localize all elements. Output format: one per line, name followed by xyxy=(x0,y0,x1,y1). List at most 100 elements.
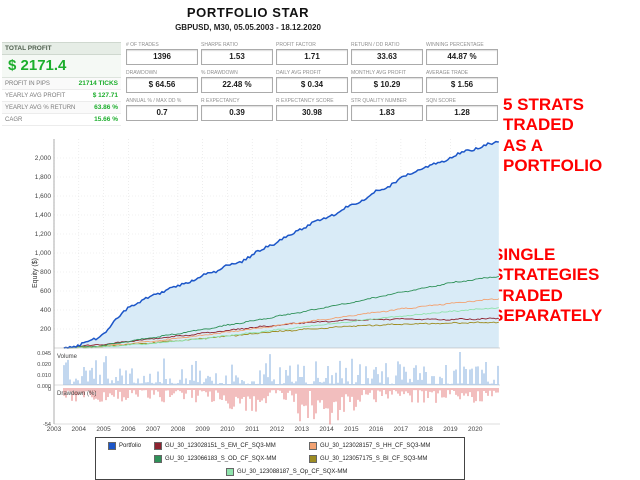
legend-label: GU_30_123066183_S_OD_CF_SQX-MM xyxy=(165,456,277,462)
legend-item-portfolio[interactable]: Portfolio xyxy=(108,442,141,450)
page-title: PORTFOLIO STAR xyxy=(186,5,310,20)
legend-swatch xyxy=(154,442,162,450)
svg-text:2015: 2015 xyxy=(344,426,359,433)
svg-text:0.000: 0.000 xyxy=(37,384,51,390)
legend-item-hh-strategy[interactable]: GU_30_123028157_S_HH_CF_SQ3-MM xyxy=(309,442,430,450)
metric-value: 1396 xyxy=(126,49,198,65)
legend-swatch xyxy=(226,468,234,476)
svg-text:Drawdown (%): Drawdown (%) xyxy=(57,391,96,397)
metric-cell: STR QUALITY NUMBER 1.83 xyxy=(351,98,423,121)
svg-text:1,000: 1,000 xyxy=(35,250,52,257)
svg-text:2018: 2018 xyxy=(418,426,433,433)
svg-text:2020: 2020 xyxy=(468,426,483,433)
metric-label: AVERAGE TRADE xyxy=(426,70,469,76)
svg-text:2016: 2016 xyxy=(369,426,384,433)
svg-text:1,600: 1,600 xyxy=(35,193,52,200)
metric-cell: ANNUAL % / MAX DD % 0.7 xyxy=(126,98,198,121)
metrics-grid: # OF TRADES 1396 SHARPE RATIO 1.53 PROFIT … xyxy=(126,42,498,121)
svg-text:2005: 2005 xyxy=(96,426,111,433)
stat-row: YEARLY AVG PROFIT $ 127.71 xyxy=(2,90,121,102)
metric-cell: % DRAWDOWN 22.48 % xyxy=(201,70,273,93)
metric-label: SQN SCORE xyxy=(426,98,457,104)
svg-text:-54: -54 xyxy=(43,422,51,428)
svg-text:Volume: Volume xyxy=(57,354,78,360)
metric-label: RETURN / DD RATIO xyxy=(351,42,400,48)
svg-text:1,400: 1,400 xyxy=(35,212,52,219)
svg-text:200: 200 xyxy=(40,326,51,333)
svg-text:2014: 2014 xyxy=(319,426,334,433)
metric-value: 1.53 xyxy=(201,49,273,65)
metric-cell: PROFIT FACTOR 1.71 xyxy=(276,42,348,65)
svg-text:Equity ($): Equity ($) xyxy=(32,258,39,288)
legend-item-bi-strategy[interactable]: GU_30_123057175_S_BI_CF_SQ3-MM xyxy=(309,455,427,463)
stat-value: 21714 TICKS xyxy=(78,80,118,87)
svg-text:1,200: 1,200 xyxy=(35,231,52,238)
svg-text:2013: 2013 xyxy=(295,426,310,433)
metric-cell: AVERAGE TRADE $ 1.56 xyxy=(426,70,498,93)
metric-label: MONTHLY AVG PROFIT xyxy=(351,70,407,76)
metric-label: # OF TRADES xyxy=(126,42,159,48)
stat-row: YEARLY AVG % RETURN 63.86 % xyxy=(2,102,121,114)
total-profit-value: $ 2171.4 xyxy=(2,55,121,78)
svg-text:2011: 2011 xyxy=(245,426,259,433)
svg-text:1,800: 1,800 xyxy=(35,174,52,181)
svg-text:2008: 2008 xyxy=(171,426,186,433)
metric-value: $ 64.56 xyxy=(126,77,198,93)
stat-value: $ 127.71 xyxy=(92,92,118,99)
metric-label: % DRAWDOWN xyxy=(201,70,238,76)
annotation-portfolio: 5 STRATS TRADED AS A PORTFOLIO xyxy=(503,95,603,176)
metric-label: SHARPE RATIO xyxy=(201,42,238,48)
stat-label: YEARLY AVG PROFIT xyxy=(5,92,66,99)
metric-label: STR QUALITY NUMBER xyxy=(351,98,407,104)
svg-text:2007: 2007 xyxy=(146,426,161,433)
legend-item-od-strategy[interactable]: GU_30_123066183_S_OD_CF_SQX-MM xyxy=(154,455,276,463)
metric-value: 22.48 % xyxy=(201,77,273,93)
svg-text:2006: 2006 xyxy=(121,426,136,433)
metric-value: $ 10.29 xyxy=(351,77,423,93)
metric-value: 0.7 xyxy=(126,105,198,121)
svg-text:0: 0 xyxy=(48,387,51,393)
chart-legend: Portfolio GU_30_123028151_S_EM_CF_SQ3-MM… xyxy=(95,437,465,480)
legend-swatch xyxy=(108,442,116,450)
metric-value: 1.71 xyxy=(276,49,348,65)
svg-text:2010: 2010 xyxy=(220,426,235,433)
svg-text:600: 600 xyxy=(40,288,51,295)
metric-value: 1.28 xyxy=(426,105,498,121)
legend-label: GU_30_123088187_S_Op_CF_SQX-MM xyxy=(237,469,348,475)
svg-text:0.045: 0.045 xyxy=(37,351,51,357)
stat-row: PROFIT IN PIPS 21714 TICKS xyxy=(2,78,121,90)
svg-text:0.020: 0.020 xyxy=(37,362,51,368)
stat-value: 63.86 % xyxy=(94,104,118,111)
stat-label: CAGR xyxy=(5,116,23,123)
legend-item-op-strategy[interactable]: GU_30_123088187_S_Op_CF_SQX-MM xyxy=(226,468,347,476)
legend-swatch xyxy=(309,455,317,463)
metric-cell: R EXPECTANCY SCORE 30.98 xyxy=(276,98,348,121)
metric-label: DRAWDOWN xyxy=(126,70,157,76)
report-header: PORTFOLIO STAR GBPUSD, M30, 05.05.2003 -… xyxy=(78,5,418,32)
chart-area: 200 400 600 800 1,000 1,200 1,400 1,600 1,800 2,0… xyxy=(28,133,502,433)
report-subtitle: GBPUSD, M30, 05.05.2003 - 18.12.2020 xyxy=(175,23,321,32)
metric-label: R EXPECTANCY SCORE xyxy=(276,98,334,104)
metric-label: WINNING PERCENTAGE xyxy=(426,42,484,48)
legend-item-em-strategy[interactable]: GU_30_123028151_S_EM_CF_SQ3-MM xyxy=(154,442,276,450)
metric-cell: R EXPECTANCY 0.39 xyxy=(201,98,273,121)
svg-text:2004: 2004 xyxy=(72,426,87,433)
total-profit-label: TOTAL PROFIT xyxy=(2,43,121,55)
stat-label: YEARLY AVG % RETURN xyxy=(5,104,76,111)
svg-text:0.010: 0.010 xyxy=(37,373,51,379)
legend-swatch xyxy=(309,442,317,450)
stat-label: PROFIT IN PIPS xyxy=(5,80,50,87)
metric-cell: DRAWDOWN $ 64.56 xyxy=(126,70,198,93)
legend-label: Portfolio xyxy=(119,443,142,449)
metric-value: 44.87 % xyxy=(426,49,498,65)
legend-label: GU_30_123057175_S_BI_CF_SQ3-MM xyxy=(320,456,428,462)
svg-text:400: 400 xyxy=(40,307,51,314)
svg-text:2009: 2009 xyxy=(195,426,210,433)
svg-text:800: 800 xyxy=(40,269,51,276)
legend-label: GU_30_123028151_S_EM_CF_SQ3-MM xyxy=(165,443,276,449)
svg-text:2,000: 2,000 xyxy=(35,155,52,162)
svg-text:2017: 2017 xyxy=(394,426,409,433)
metric-value: 0.39 xyxy=(201,105,273,121)
metric-cell: SHARPE RATIO 1.53 xyxy=(201,42,273,65)
